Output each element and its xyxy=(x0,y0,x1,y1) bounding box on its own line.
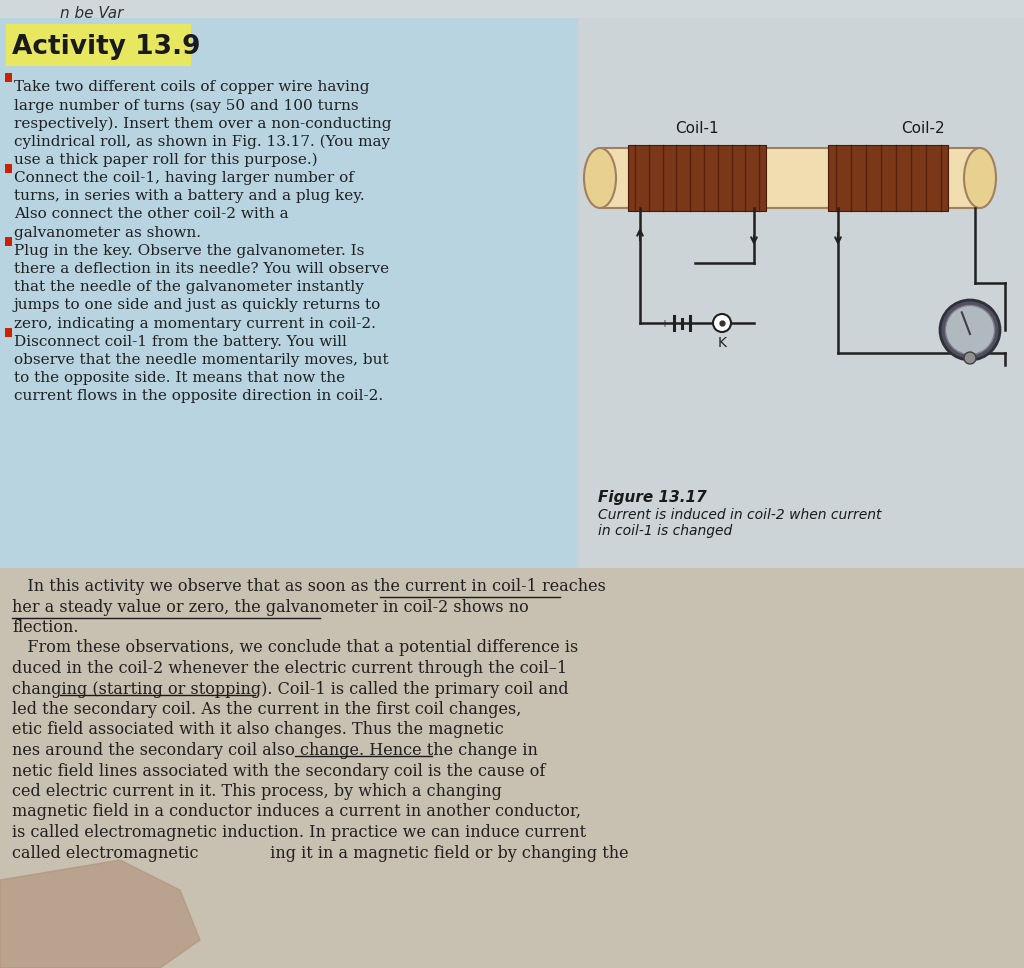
Text: called electromagnetic              ing it in a magnetic field or by changing th: called electromagnetic ing it in a magne… xyxy=(12,844,629,862)
Text: Current is induced in coil-2 when current: Current is induced in coil-2 when curren… xyxy=(598,508,882,522)
Text: Also connect the other coil-2 with a: Also connect the other coil-2 with a xyxy=(14,207,289,222)
Text: etic field associated with it also changes. Thus the magnetic: etic field associated with it also chang… xyxy=(12,721,504,739)
Bar xyxy=(5,73,12,82)
Text: to the opposite side. It means that now the: to the opposite side. It means that now … xyxy=(14,371,345,385)
Bar xyxy=(0,18,578,568)
Text: n be Var: n be Var xyxy=(60,7,123,21)
Ellipse shape xyxy=(584,148,616,208)
Text: magnetic field in a conductor induces a current in another conductor,: magnetic field in a conductor induces a … xyxy=(12,803,581,821)
Text: use a thick paper roll for this purpose.): use a thick paper roll for this purpose.… xyxy=(14,153,317,167)
Text: From these observations, we conclude that a potential difference is: From these observations, we conclude tha… xyxy=(12,640,579,656)
Circle shape xyxy=(964,352,976,364)
Polygon shape xyxy=(0,860,200,968)
Text: K: K xyxy=(718,336,726,350)
Bar xyxy=(828,145,948,211)
Text: changing (starting or stopping). Coil-1 is called the primary coil and: changing (starting or stopping). Coil-1 … xyxy=(12,681,568,698)
Text: Activity 13.9: Activity 13.9 xyxy=(12,34,201,60)
Text: Plug in the key. Observe the galvanometer. Is: Plug in the key. Observe the galvanomete… xyxy=(14,244,365,257)
Text: led the secondary coil. As the current in the first coil changes,: led the secondary coil. As the current i… xyxy=(12,701,521,718)
Text: Take two different coils of copper wire having: Take two different coils of copper wire … xyxy=(14,80,370,94)
Text: that the needle of the galvanometer instantly: that the needle of the galvanometer inst… xyxy=(14,280,364,294)
Bar xyxy=(0,568,1024,968)
Text: is called electromagnetic induction. In practice we can induce current: is called electromagnetic induction. In … xyxy=(12,824,586,841)
Text: there a deflection in its needle? You will observe: there a deflection in its needle? You wi… xyxy=(14,262,389,276)
Text: respectively). Insert them over a non-conducting: respectively). Insert them over a non-co… xyxy=(14,116,391,131)
Text: +: + xyxy=(660,319,668,329)
Text: jumps to one side and just as quickly returns to: jumps to one side and just as quickly re… xyxy=(14,298,381,313)
Text: Disconnect coil-1 from the battery. You will: Disconnect coil-1 from the battery. You … xyxy=(14,335,347,348)
Circle shape xyxy=(713,314,731,332)
Bar xyxy=(628,145,766,211)
Text: nes around the secondary coil also change. Hence the change in: nes around the secondary coil also chang… xyxy=(12,742,538,759)
Text: in coil-1 is changed: in coil-1 is changed xyxy=(598,524,732,538)
Text: large number of turns (say 50 and 100 turns: large number of turns (say 50 and 100 tu… xyxy=(14,98,358,112)
Text: ced electric current in it. This process, by which a changing: ced electric current in it. This process… xyxy=(12,783,502,800)
Bar xyxy=(600,148,980,208)
Text: duced in the coil-2 whenever the electric current through the coil–1: duced in the coil-2 whenever the electri… xyxy=(12,660,567,677)
Ellipse shape xyxy=(964,148,996,208)
Text: turns, in series with a battery and a plug key.: turns, in series with a battery and a pl… xyxy=(14,189,365,203)
Bar xyxy=(5,237,12,246)
Text: galvanometer as shown.: galvanometer as shown. xyxy=(14,226,201,240)
Bar xyxy=(6,24,191,66)
Text: current flows in the opposite direction in coil-2.: current flows in the opposite direction … xyxy=(14,389,383,404)
Text: her a steady value or zero, the galvanometer in coil-2 shows no: her a steady value or zero, the galvanom… xyxy=(12,598,528,616)
Text: Coil-1: Coil-1 xyxy=(675,121,719,136)
Text: observe that the needle momentarily moves, but: observe that the needle momentarily move… xyxy=(14,353,389,367)
Text: −: − xyxy=(694,319,702,329)
Text: flection.: flection. xyxy=(12,619,79,636)
Text: Figure 13.17: Figure 13.17 xyxy=(598,490,707,505)
Text: In this activity we observe that as soon as the current in coil-1 reaches: In this activity we observe that as soon… xyxy=(12,578,606,595)
Text: netic field lines associated with the secondary coil is the cause of: netic field lines associated with the se… xyxy=(12,763,546,779)
Bar xyxy=(5,164,12,173)
Circle shape xyxy=(945,305,994,354)
Bar xyxy=(0,0,1024,22)
Text: Coil-2: Coil-2 xyxy=(901,121,945,136)
Text: Connect the coil-1, having larger number of: Connect the coil-1, having larger number… xyxy=(14,171,354,185)
Bar xyxy=(5,328,12,337)
Circle shape xyxy=(940,300,1000,360)
Bar xyxy=(578,18,1024,568)
Text: cylindrical roll, as shown in Fig. 13.17. (You may: cylindrical roll, as shown in Fig. 13.17… xyxy=(14,135,390,149)
Text: zero, indicating a momentary current in coil-2.: zero, indicating a momentary current in … xyxy=(14,317,376,331)
